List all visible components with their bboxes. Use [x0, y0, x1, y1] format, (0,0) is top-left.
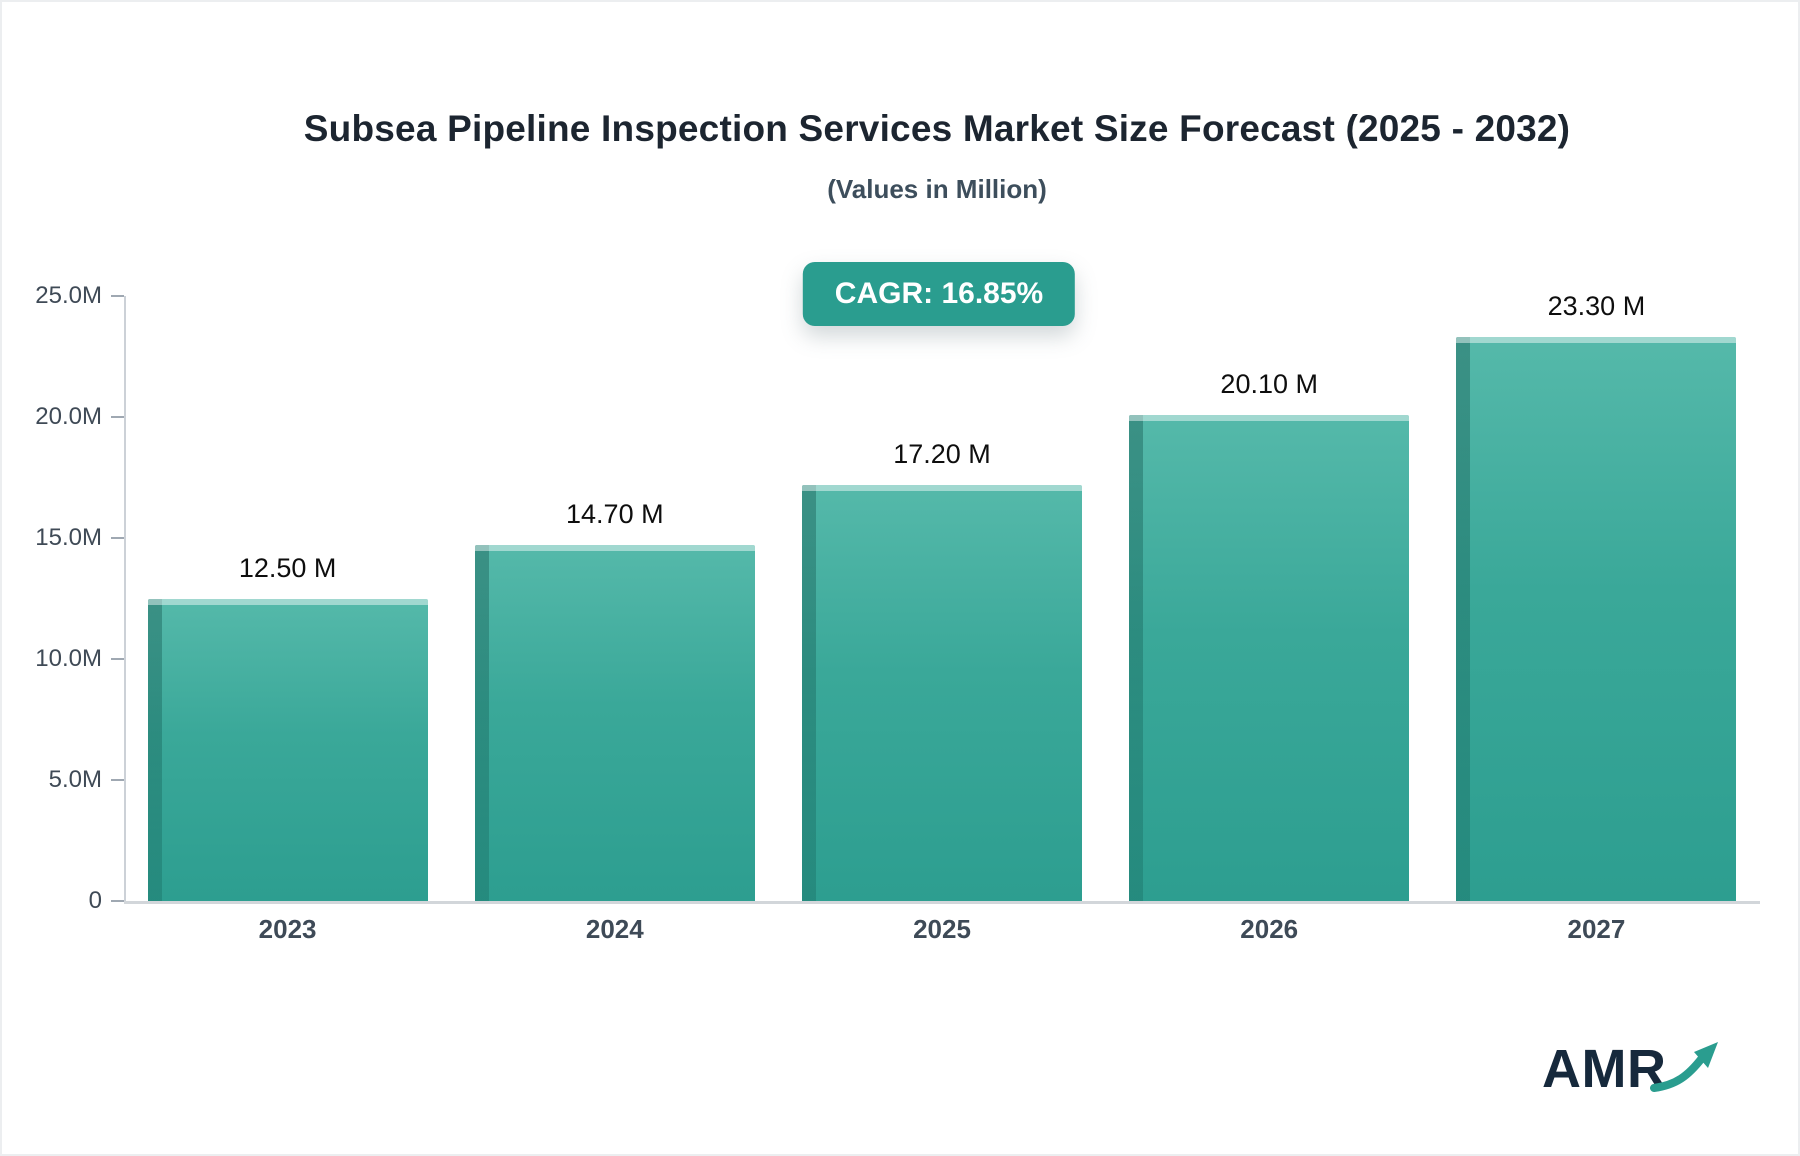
y-tick: 20.0M [35, 403, 124, 431]
y-tick: 25.0M [35, 282, 124, 310]
bar-2026: 20.10 M [1129, 369, 1410, 902]
y-tick-label: 5.0M [48, 766, 102, 793]
y-tick: 15.0M [35, 524, 124, 552]
x-axis-label: 2025 [913, 914, 971, 944]
x-axis-label: 2026 [1240, 914, 1299, 944]
x-axis-label: 2027 [1567, 914, 1626, 944]
cagr-badge-label: CAGR: 16.85% [834, 277, 1044, 310]
bar-value-label: 12.50 M [238, 552, 337, 583]
bar-group: 17.20 M [778, 296, 1105, 902]
x-axis-label: 2024 [585, 914, 644, 944]
bar-2027: 23.30 M [1456, 291, 1737, 901]
y-tick-label: 15.0M [35, 524, 102, 551]
amr-logo: AMR [1542, 1040, 1720, 1096]
bar-2023: 12.50 M [147, 553, 428, 901]
bar-value-label: 17.20 M [893, 438, 991, 469]
bar-2024: 14.70 M [474, 499, 755, 901]
x-axis-labels: 2023 2024 2025 2026 2027 [124, 914, 1760, 945]
x-axis-label: 2023 [258, 914, 317, 944]
bar-group: 23.30 M [1433, 291, 1760, 901]
chart-subtitle: (Values in Million) [827, 174, 1047, 204]
y-tick-mark [111, 537, 124, 539]
bar-value-label: 23.30 M [1547, 291, 1646, 322]
bar-value-label: 20.10 M [1220, 368, 1318, 399]
y-tick-label: 0 [88, 887, 102, 914]
y-tick: 0 [89, 887, 124, 915]
y-tick-mark [111, 658, 124, 660]
y-tick-mark [111, 779, 124, 781]
chart-title: Subsea Pipeline Inspection Services Mark… [303, 108, 1571, 149]
bar-group: 12.50 M [124, 296, 451, 901]
bar-2025: 17.20 M [802, 439, 1082, 902]
bar-value-label: 14.70 M [566, 499, 664, 530]
y-tick-label: 10.0M [35, 645, 102, 672]
y-tick-mark [111, 295, 124, 297]
cagr-badge: CAGR: 16.85% [802, 262, 1076, 326]
growth-arrow-icon [1650, 1042, 1719, 1092]
plot-area: 0 5.0M 10.0M 15.0M 20.0M 25.0M 12.50 M 14.70 M… [35, 282, 1760, 914]
y-tick: 5.0M [49, 766, 124, 794]
y-tick: 10.0M [35, 645, 124, 673]
y-tick-label: 20.0M [35, 403, 102, 430]
bar-group: 20.10 M [1106, 296, 1433, 902]
bars-row: 12.50 M 14.70 M 17.20 M 20.10 M 23.30 M [124, 291, 1760, 902]
amr-logo-text: AMR [1542, 1039, 1667, 1099]
bar-group: 14.70 M [451, 296, 778, 901]
y-axis: 0 5.0M 10.0M 15.0M 20.0M 25.0M [2, 282, 124, 914]
y-tick-label: 25.0M [35, 282, 102, 309]
y-tick-mark [111, 416, 124, 418]
y-tick-mark [111, 900, 124, 902]
